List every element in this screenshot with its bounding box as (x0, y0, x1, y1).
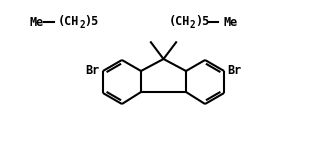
Text: Br: Br (86, 63, 100, 76)
Text: )5: )5 (84, 15, 98, 28)
Text: )5: )5 (195, 15, 209, 28)
Text: Me: Me (223, 15, 237, 28)
Text: Me: Me (30, 15, 44, 28)
Text: Br: Br (227, 63, 241, 76)
Text: 2: 2 (190, 20, 196, 30)
Text: 2: 2 (79, 20, 85, 30)
Text: (CH: (CH (58, 15, 79, 28)
Text: (CH: (CH (169, 15, 190, 28)
